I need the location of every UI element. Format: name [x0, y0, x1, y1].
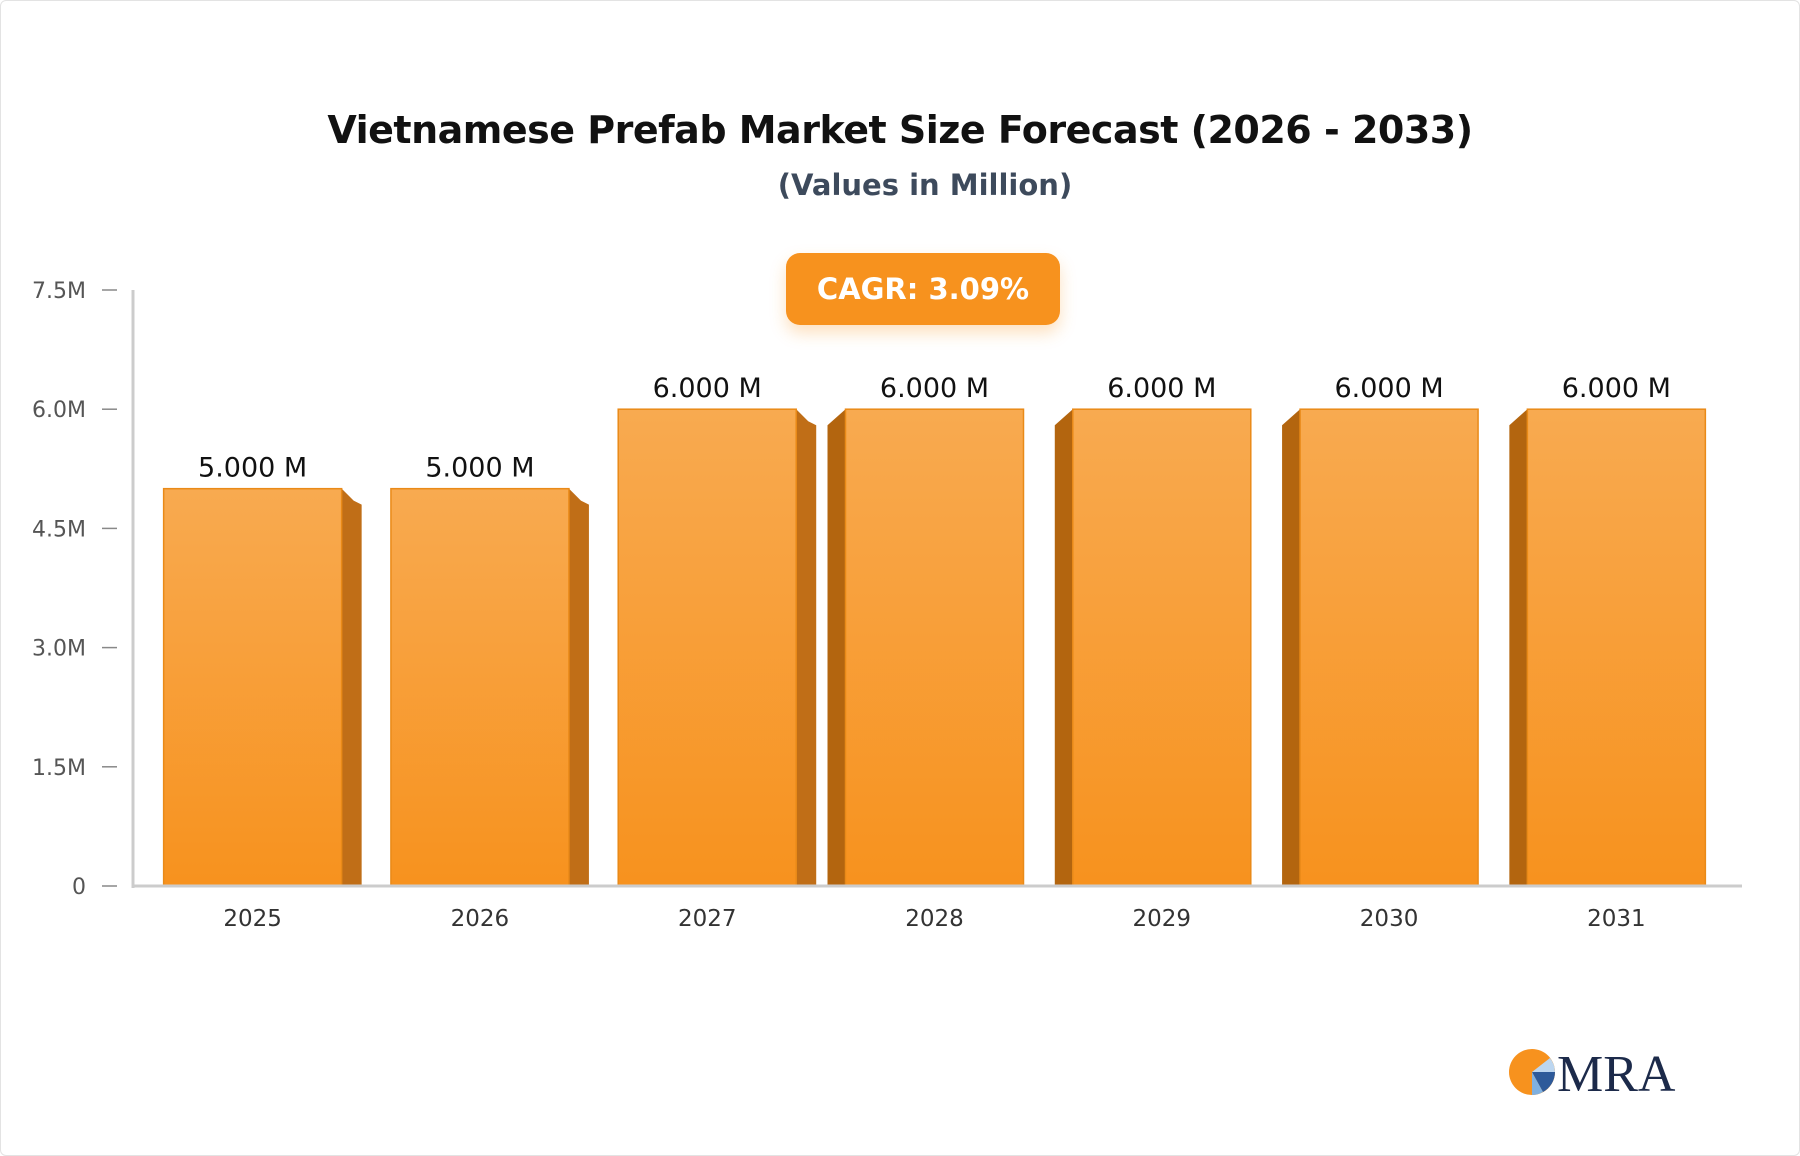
x-tick-label: 2028 [905, 906, 964, 932]
cagr-badge: CAGR: 3.09% [786, 253, 1060, 325]
bar-value-label: 6.000 M [653, 373, 762, 404]
mra-logo: MRA [1509, 1046, 1676, 1100]
x-tick-label: 2030 [1360, 906, 1419, 932]
bar-group: 6.000 M [1282, 373, 1479, 887]
y-tick-label: 4.5M [32, 517, 86, 542]
bar [844, 408, 1025, 887]
bar-value-label: 6.000 M [880, 373, 989, 404]
bar-value-label: 6.000 M [1334, 373, 1443, 404]
bar-group: 6.000 M [827, 373, 1025, 887]
bar [1526, 408, 1707, 887]
y-tick-label: 7.5M [32, 279, 86, 304]
bar-value-label: 6.000 M [1562, 373, 1671, 404]
bar-side [796, 409, 817, 886]
bar [162, 487, 343, 887]
bars: 5.000 M 5.000 M 6.000 M 6.000 M 6.000 M 6.000… [162, 373, 1707, 887]
bar-value-label: 5.000 M [198, 453, 307, 484]
x-tick-label: 2027 [678, 906, 737, 932]
bar-group: 5.000 M [162, 453, 362, 887]
y-tick-label: 1.5M [32, 756, 86, 781]
bar-value-label: 6.000 M [1107, 373, 1216, 404]
bar [617, 408, 797, 887]
x-tick-label: 2025 [223, 906, 282, 932]
y-tick-label: 6.0M [32, 398, 86, 423]
y-axis: 0 1.5M 3.0M 4.5M 6.0M 7.5M [32, 279, 135, 900]
bar [1299, 408, 1479, 887]
chart-subtitle: (Values in Million) [777, 168, 1073, 202]
cagr-badge-label: CAGR: 3.09% [816, 272, 1030, 306]
bar-side [827, 409, 846, 886]
y-tick-label: 0 [72, 875, 86, 900]
chart-title: Vietnamese Prefab Market Size Forecast (… [327, 108, 1473, 152]
bar-group: 6.000 M [1509, 373, 1707, 887]
bar [1072, 408, 1252, 887]
logo-text: MRA [1557, 1046, 1676, 1100]
x-tick-label: 2031 [1587, 906, 1646, 932]
x-tick-label: 2026 [451, 906, 510, 932]
bar-group: 6.000 M [617, 373, 817, 887]
bar-side [341, 488, 362, 886]
bar-side [1054, 409, 1073, 886]
bar-group: 6.000 M [1054, 373, 1252, 887]
x-tick-label: 2029 [1133, 906, 1192, 932]
bar-side [568, 488, 589, 886]
bar-group: 5.000 M [390, 453, 589, 887]
bar-value-label: 5.000 M [425, 453, 534, 484]
bar [390, 487, 570, 887]
bar-side [1509, 409, 1528, 886]
x-axis: 2025 2026 2027 2028 2029 2030 2031 [133, 884, 1742, 932]
y-tick-label: 3.0M [32, 637, 86, 662]
bar-side [1282, 409, 1301, 886]
